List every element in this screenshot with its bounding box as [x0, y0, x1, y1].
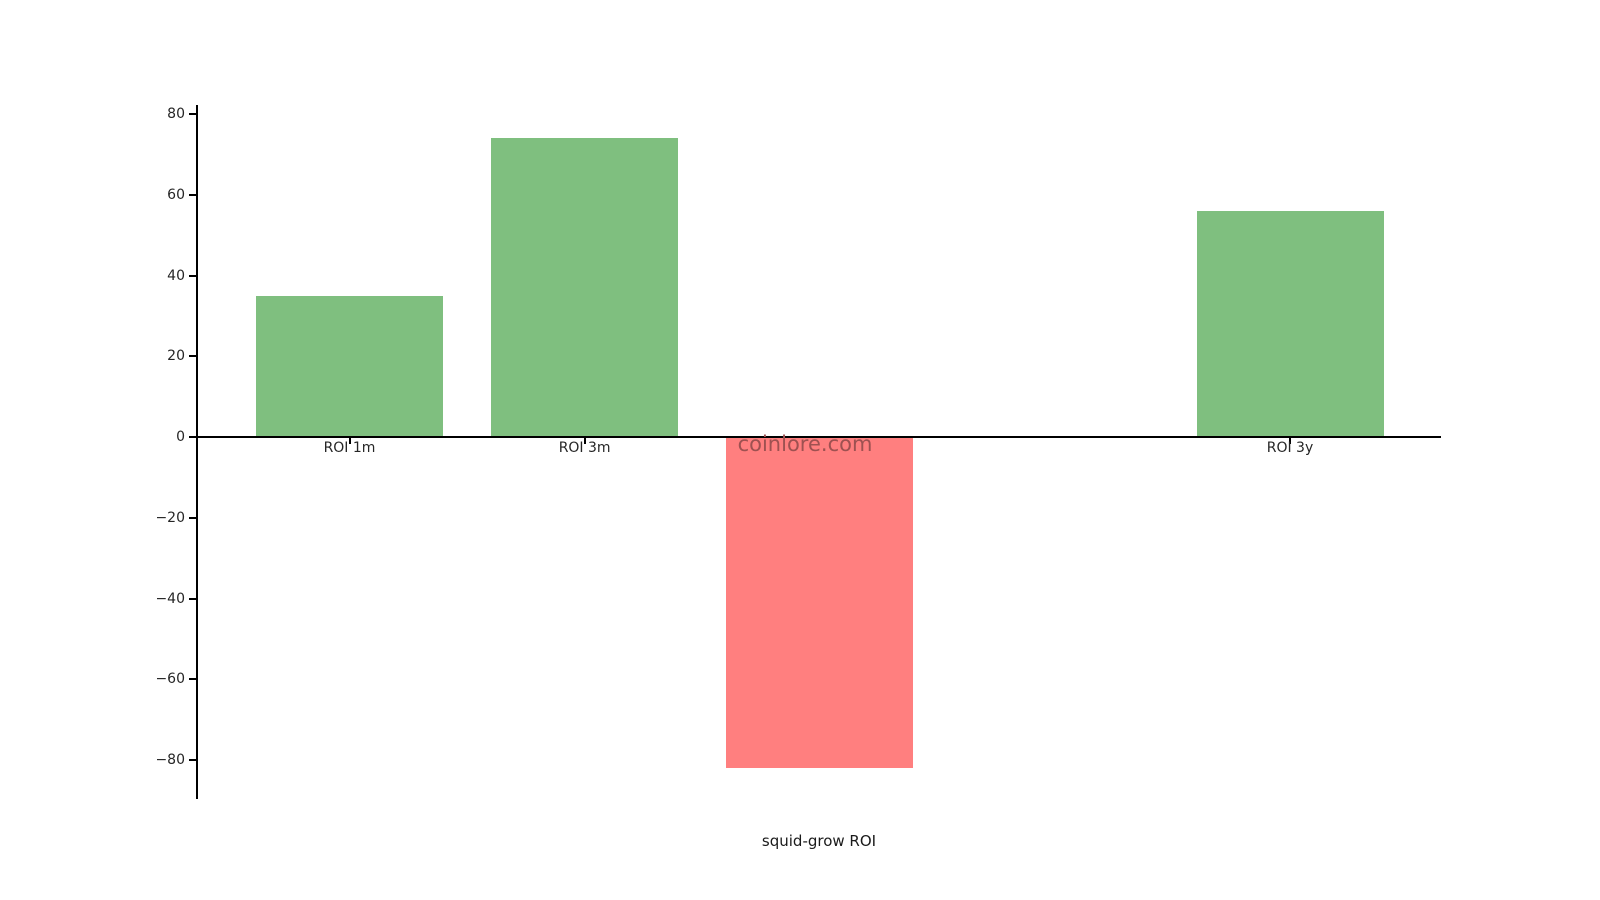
x-tick-label: ROI 1m	[323, 440, 376, 456]
bar-roi-3y	[1196, 210, 1384, 437]
y-tick-mark	[189, 759, 196, 761]
y-tick-label: −20	[155, 509, 185, 526]
y-tick-label: −40	[155, 590, 185, 607]
y-tick-label: −80	[155, 752, 185, 768]
y-tick-mark	[189, 113, 196, 115]
bar-roi-1m	[256, 295, 443, 437]
y-axis-spine	[196, 105, 198, 799]
y-tick-mark	[189, 193, 196, 196]
x-tick-mark	[1289, 437, 1291, 444]
y-tick-label: 80	[167, 106, 185, 122]
y-tick-mark	[189, 678, 196, 681]
y-tick-label: 20	[167, 348, 185, 365]
y-tick-mark	[189, 597, 196, 600]
x-tick-mark	[583, 437, 586, 444]
y-tick-label: 60	[167, 186, 185, 203]
x-tick-label: ROI 3m	[558, 440, 611, 456]
y-tick-label: 0	[176, 429, 185, 445]
y-tick-label: −60	[155, 671, 185, 688]
x-tick-mark	[348, 437, 351, 444]
x-axis-zero-line	[197, 436, 1441, 438]
coinlore-watermark: coinlore.com	[737, 432, 873, 456]
bar-unlabeled	[726, 437, 914, 769]
x-tick-label: ROI 3y	[1266, 440, 1314, 456]
y-tick-label: 40	[167, 267, 185, 284]
y-tick-mark	[189, 516, 196, 519]
bar-roi-3m	[491, 138, 679, 437]
y-tick-mark	[189, 436, 196, 438]
y-tick-mark	[189, 274, 196, 277]
y-tick-mark	[189, 355, 196, 358]
chart-xlabel: squid-grow ROI	[761, 832, 877, 850]
